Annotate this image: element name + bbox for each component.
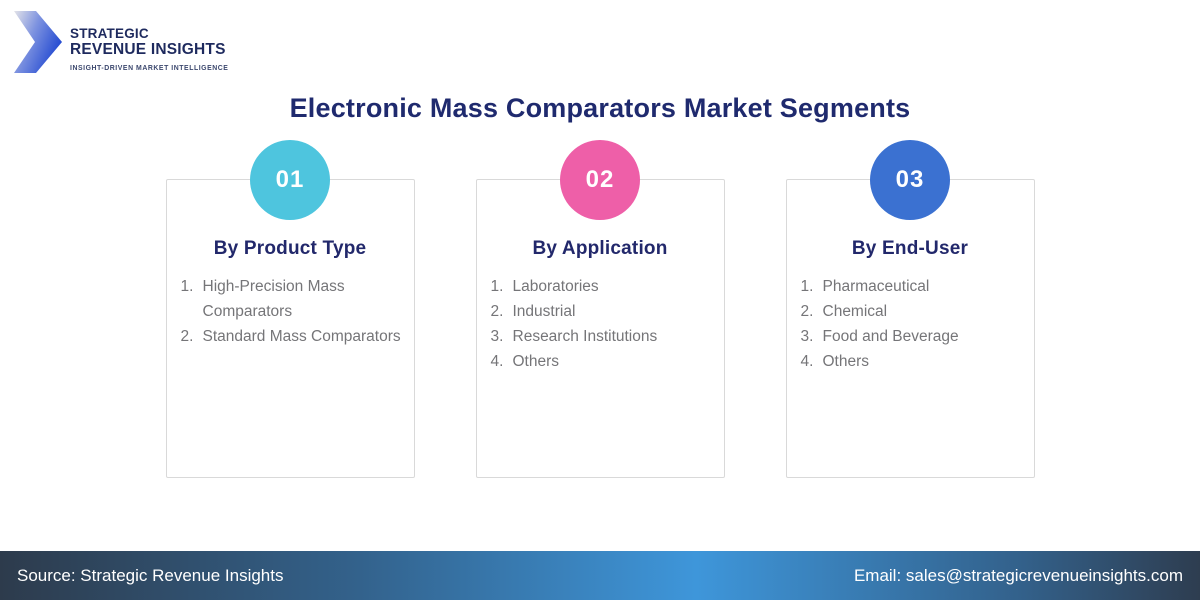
card-product-type: 01 By Product Type High-Precision Mass C… (165, 140, 415, 478)
logo-name: STRATEGIC REVENUE INSIGHTS (70, 26, 228, 58)
step-badge: 03 (870, 140, 950, 220)
email-text: Email: sales@strategicrevenueinsights.co… (853, 565, 1183, 585)
logo-name-line1: STRATEGIC (70, 26, 149, 41)
card-heading: By End-User (851, 238, 969, 259)
card-list: Laboratories Industrial Research Instituti… (477, 274, 724, 374)
list-item: Laboratories (491, 274, 599, 299)
step-number: 03 (895, 166, 925, 193)
list-item: Others (491, 349, 560, 374)
list-item: Standard Mass Comparators (181, 324, 401, 349)
list-item: High-Precision Mass Comparators (181, 274, 345, 320)
chevron-logo-icon (14, 11, 62, 73)
step-badge: 02 (560, 140, 640, 220)
logo-name-line2: REVENUE INSIGHTS (70, 40, 226, 58)
card-end-user: 03 By End-User Pharmaceutical Chemical Foo… (785, 140, 1035, 478)
card-list: High-Precision Mass Comparators Standard … (167, 274, 414, 349)
card-heading: By Application (532, 238, 668, 259)
footer-bar: Source: Strategic Revenue Insights Email… (0, 551, 1200, 600)
logo: STRATEGIC REVENUE INSIGHTS INSIGHT-DRIVE… (14, 10, 228, 74)
list-item: Pharmaceutical (801, 274, 930, 299)
logo-tagline: INSIGHT-DRIVEN MARKET INTELLIGENCE (70, 65, 229, 73)
page-title: Electronic Mass Comparators Market Segme… (289, 93, 911, 123)
card-list: Pharmaceutical Chemical Food and Beverage O… (787, 274, 1034, 374)
segment-cards: 01 By Product Type High-Precision Mass C… (0, 140, 1200, 478)
source-text: Source: Strategic Revenue Insights (17, 565, 284, 585)
step-number: 02 (585, 166, 615, 193)
logo-text: STRATEGIC REVENUE INSIGHTS INSIGHT-DRIVE… (70, 10, 228, 72)
list-item: Others (801, 349, 870, 374)
list-item: Chemical (801, 299, 888, 324)
card-application: 02 By Application Laboratories Industrial… (475, 140, 725, 478)
card-heading: By Product Type (213, 238, 367, 259)
step-badge: 01 (250, 140, 330, 220)
list-item: Food and Beverage (801, 324, 959, 349)
list-item: Industrial (491, 299, 576, 324)
step-number: 01 (275, 166, 305, 193)
list-item: Research Institutions (491, 324, 658, 349)
